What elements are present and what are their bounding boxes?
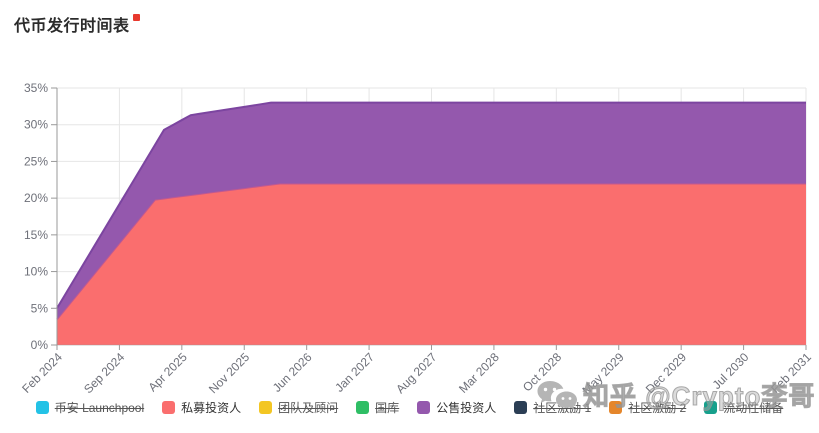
area-私募投资人: [57, 183, 806, 345]
y-tick-label: 30%: [24, 118, 48, 132]
x-tick-label: May 2029: [580, 350, 627, 397]
legend-label: 币安 Launchpool: [54, 401, 145, 415]
y-tick-label: 0%: [31, 338, 49, 352]
y-tick-label: 20%: [24, 191, 48, 205]
x-tick-label: Nov 2025: [206, 350, 252, 396]
legend-label: 团队及顾问: [278, 401, 339, 415]
y-tick-label: 15%: [24, 228, 48, 242]
x-tick-label: Oct 2028: [520, 350, 565, 395]
title-red-badge: [132, 14, 140, 21]
x-tick-label: Apr 2025: [145, 350, 190, 395]
legend-swatch: [356, 401, 370, 414]
legend-swatch: [35, 401, 49, 414]
legend-label: 国库: [375, 401, 400, 415]
legend-swatch: [609, 401, 623, 414]
legend-label: 流动性储备: [723, 401, 784, 415]
legend-label: 公售投资人: [436, 401, 497, 415]
chart-legend: 币安 Launchpool 私募投资人 团队及顾问 国库 公售投资人 社区激励 1 社区激励…: [0, 399, 819, 416]
legend-label: 社区激励 1: [533, 401, 592, 415]
x-tick-label: Aug 2027: [393, 350, 439, 396]
page-title: 代币发行时间表: [14, 12, 140, 36]
x-tick-label: Mar 2028: [456, 350, 502, 396]
legend-item-6[interactable]: 社区激励 1: [514, 399, 591, 416]
legend-item-1[interactable]: 币安 Launchpool: [35, 399, 145, 416]
x-tick-label: Jul 2030: [710, 350, 752, 392]
y-tick-label: 10%: [24, 265, 48, 279]
legend-label: 私募投资人: [181, 401, 242, 415]
x-tick-label: Feb 2024: [19, 350, 65, 396]
legend-label: 社区激励 2: [628, 401, 687, 415]
legend-item-5[interactable]: 公售投资人: [417, 399, 496, 416]
y-tick-label: 5%: [31, 301, 49, 315]
legend-swatch: [259, 401, 273, 414]
legend-item-3[interactable]: 团队及顾问: [259, 399, 338, 416]
legend-item-2[interactable]: 私募投资人: [162, 399, 241, 416]
x-tick-label: Feb 2031: [768, 350, 814, 396]
legend-item-7[interactable]: 社区激励 2: [609, 399, 686, 416]
line-公售投资人: [56, 101, 806, 309]
area-series: [56, 101, 806, 345]
axes: [51, 87, 807, 350]
area-公售投资人: [57, 102, 806, 320]
x-tick-label: Jun 2026: [270, 350, 315, 395]
legend-swatch: [704, 401, 718, 414]
y-tick-label: 35%: [24, 81, 48, 95]
y-tick-label: 25%: [24, 154, 48, 168]
page-title-text: 代币发行时间表: [14, 18, 130, 35]
legend-item-4[interactable]: 国库: [356, 399, 399, 416]
x-tick-label: Sep 2024: [81, 350, 127, 396]
legend-item-8[interactable]: 流动性储备: [704, 399, 783, 416]
x-tick-label: Jan 2027: [332, 350, 377, 395]
legend-swatch: [514, 401, 528, 414]
x-tick-label: Dec 2029: [643, 350, 689, 396]
legend-swatch: [417, 401, 431, 414]
vesting-area-chart[interactable]: 0% 5% 10% 15% 20% 25% 30% 35% Feb 2024 Sep 2024 Ap…: [0, 75, 819, 405]
legend-swatch: [162, 401, 176, 414]
